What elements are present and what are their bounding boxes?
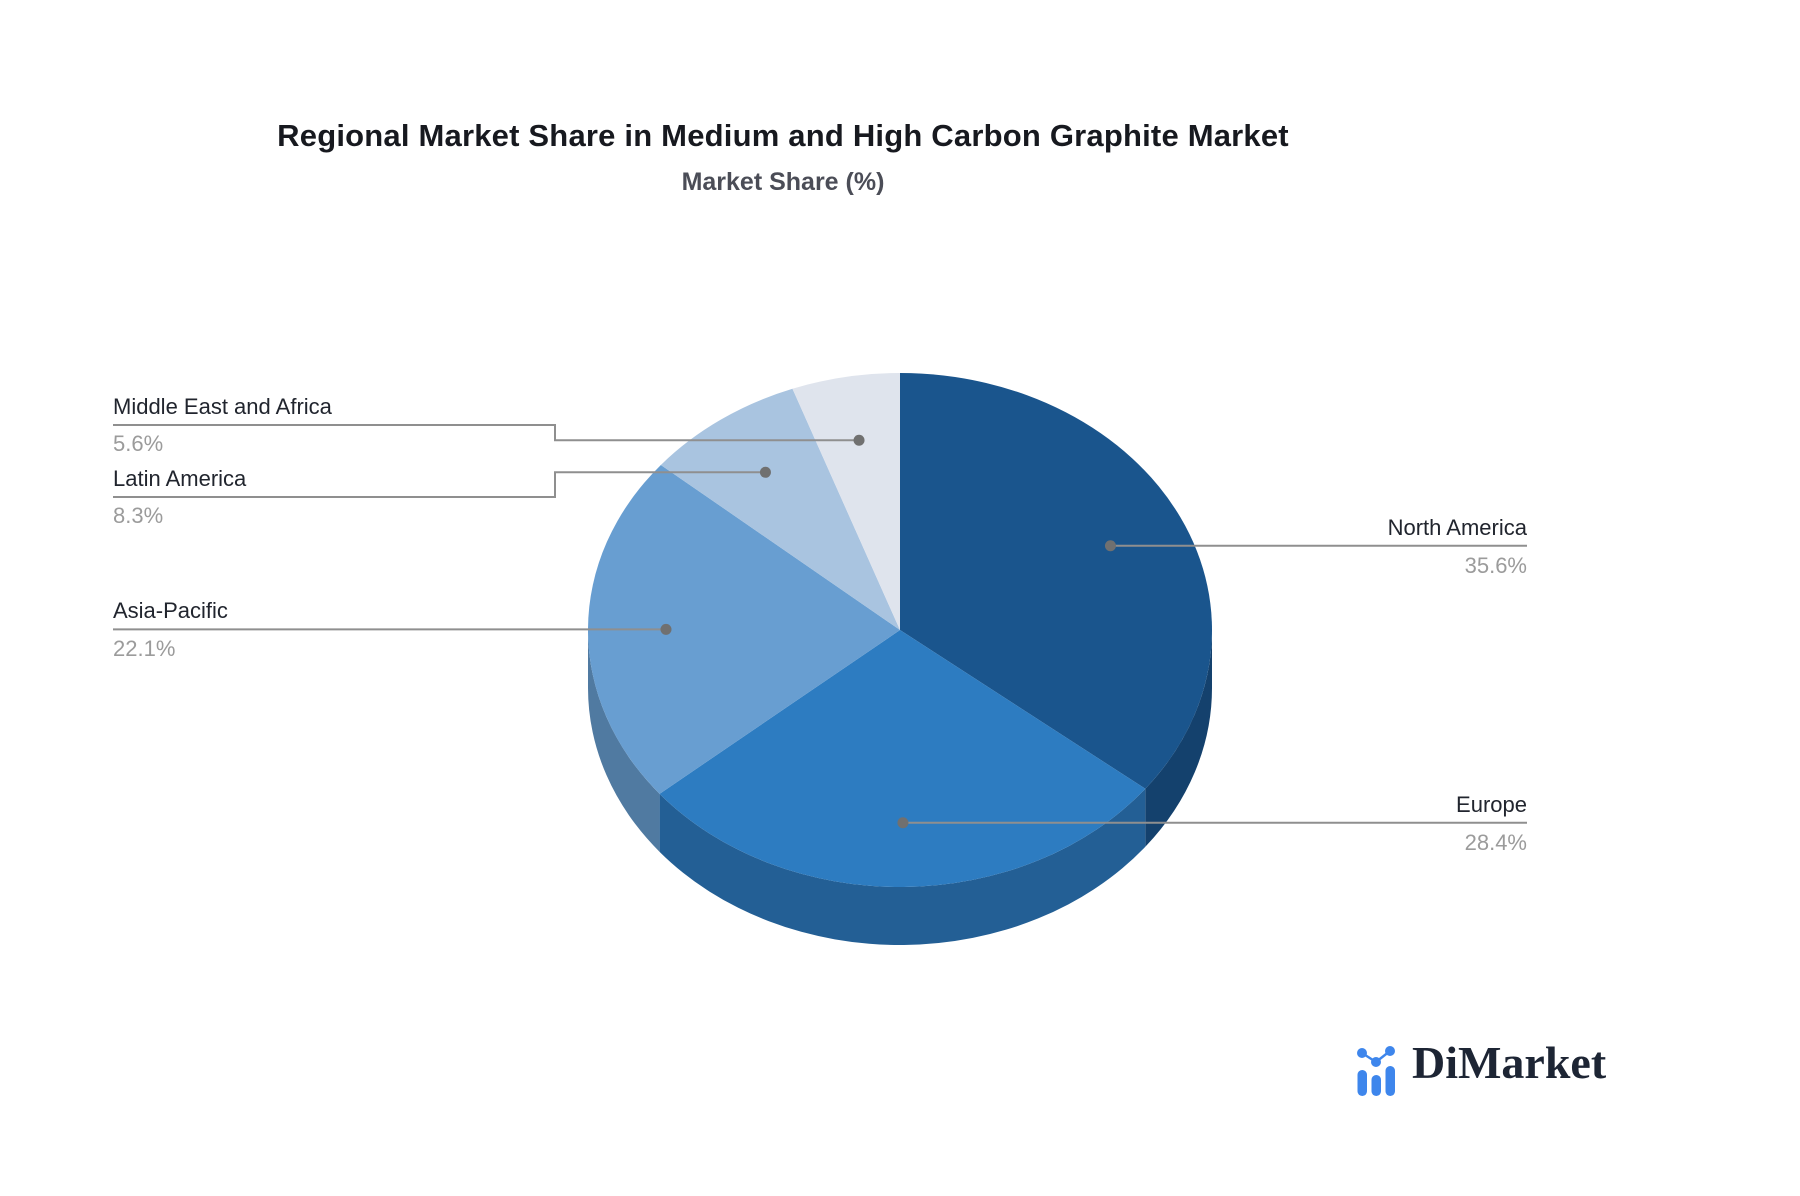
callout-label-asia-pacific: Asia-Pacific bbox=[113, 598, 228, 623]
callout-label-latin-america: Latin America bbox=[113, 466, 247, 491]
bar-line-chart-icon bbox=[1357, 1046, 1395, 1096]
leader-line bbox=[113, 424, 860, 442]
pie-slice-depth bbox=[1145, 630, 1212, 847]
pie-slice-north-america[interactable] bbox=[900, 373, 1213, 789]
callout-label-north-america: North America bbox=[1387, 515, 1527, 540]
callout-label-middle-east-and-africa: Middle East and Africa bbox=[113, 394, 332, 419]
pie-slice-depth bbox=[588, 630, 660, 852]
pie-slice-middle-east-and-africa[interactable] bbox=[792, 373, 900, 630]
pie-slice-latin-america[interactable] bbox=[660, 388, 900, 630]
callout-value-north-america: 35.6% bbox=[1464, 553, 1527, 578]
chart-title: Regional Market Share in Medium and High… bbox=[277, 118, 1289, 153]
leader-dot bbox=[660, 623, 672, 635]
callout-value-latin-america: 8.3% bbox=[113, 503, 164, 528]
pie-slice-asia-pacific[interactable] bbox=[587, 464, 900, 794]
leader-line bbox=[113, 471, 766, 498]
pie-slice-depth bbox=[659, 788, 1146, 945]
callout-label-europe: Europe bbox=[1456, 792, 1527, 817]
leader-dot bbox=[897, 817, 909, 829]
callout-value-asia-pacific: 22.1% bbox=[113, 636, 176, 661]
leader-dot bbox=[853, 434, 865, 446]
chart-subtitle: Market Share (%) bbox=[681, 168, 885, 196]
logo-text: DiMarket bbox=[1412, 1037, 1607, 1088]
callout-value-middle-east-and-africa: 5.6% bbox=[113, 431, 164, 456]
callout-value-europe: 28.4% bbox=[1464, 830, 1527, 855]
leader-dot bbox=[1104, 540, 1116, 552]
leader-dot bbox=[759, 466, 771, 478]
dimarket-logo: DiMarket bbox=[1356, 1037, 1606, 1104]
